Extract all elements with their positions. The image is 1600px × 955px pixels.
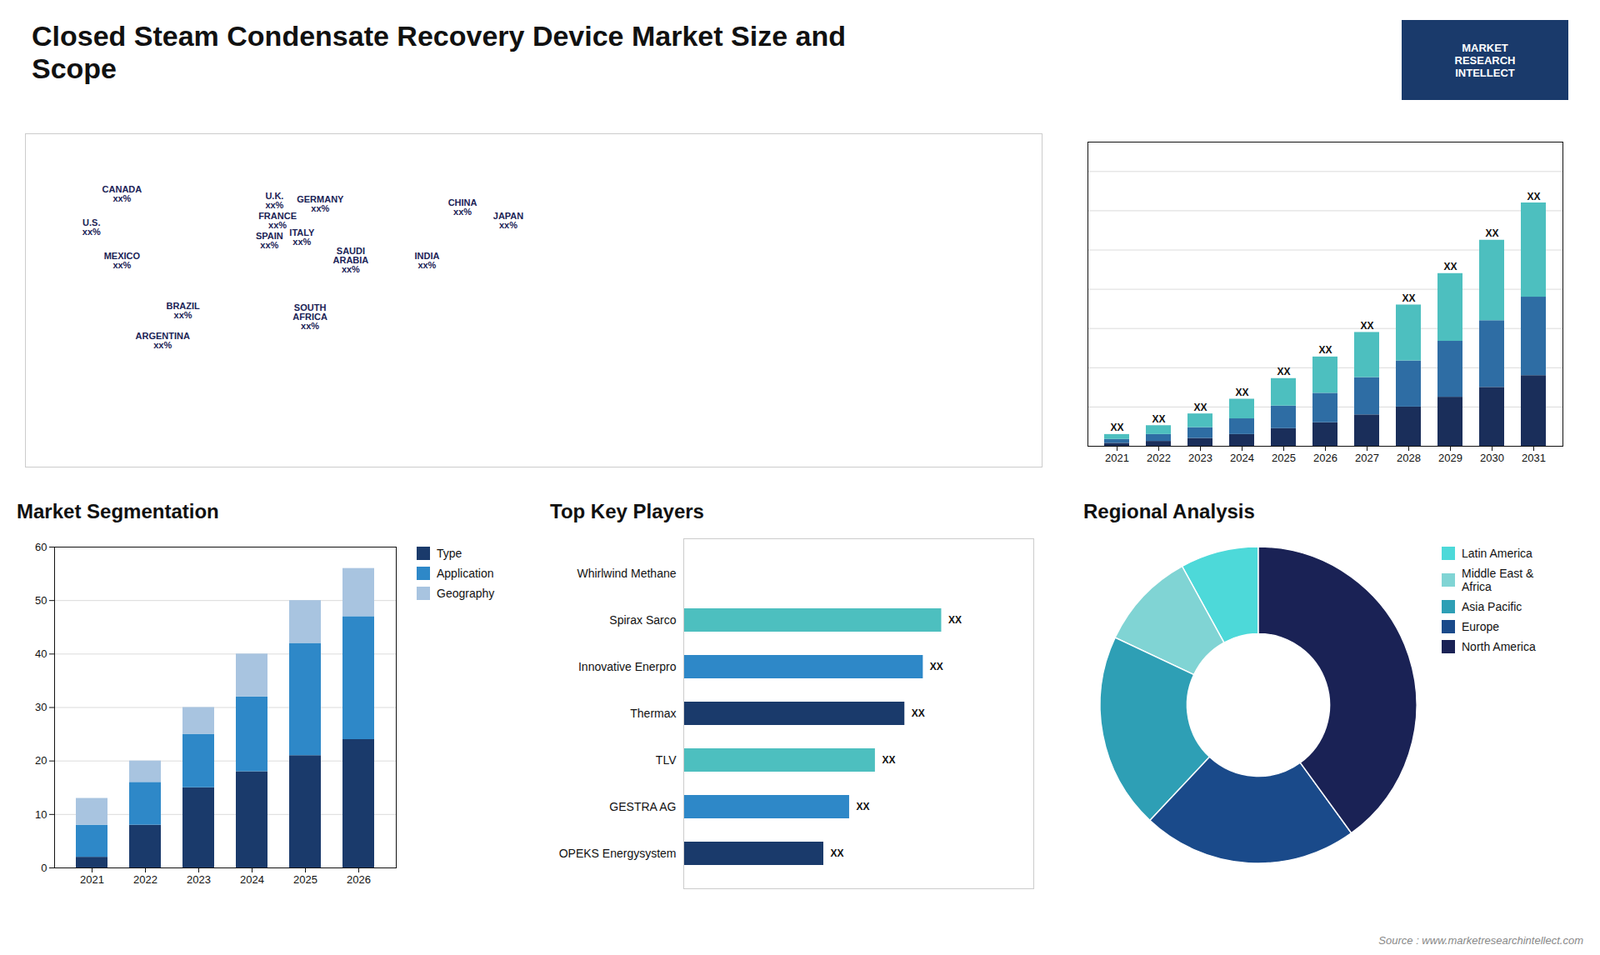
svg-text:Thermax: Thermax [630, 706, 676, 720]
html-text:FRANCE: FRANCE [258, 210, 297, 221]
svg-text:SOUTHAFRICAxx%: SOUTHAFRICAxx% [292, 302, 328, 331]
svg-text:XX: XX [1151, 413, 1165, 425]
svg-text:U.K.xx%: U.K.xx% [265, 190, 284, 210]
svg-text:XX: XX [830, 847, 845, 860]
svg-text:2023: 2023 [1188, 451, 1213, 465]
html-text:Closed Steam Condensate Recove: Closed Steam Condensate Recovery Device … [31, 20, 846, 85]
svg-text:XX: XX [855, 800, 870, 813]
html-text:xx%: xx% [268, 219, 287, 230]
svg-text:SAUDIARABIAxx%: SAUDIARABIAxx% [333, 245, 370, 275]
html-text:Market Segmentation: Market Segmentation [16, 500, 219, 523]
svg-text:INDIAxx%: INDIAxx% [414, 250, 440, 270]
svg-text:2022: 2022 [1146, 451, 1171, 465]
svg-text:GERMANYxx%: GERMANYxx% [296, 194, 345, 214]
svg-text:Whirlwind Methane: Whirlwind Methane [576, 566, 676, 580]
svg-text:0: 0 [40, 861, 47, 875]
svg-text:ARGENTINAxx%: ARGENTINAxx% [135, 330, 190, 350]
svg-text:2025: 2025 [1271, 451, 1296, 465]
svg-text:XX: XX [1401, 292, 1415, 305]
svg-text:JAPANxx%: JAPANxx% [493, 210, 525, 230]
svg-text:10: 10 [35, 807, 47, 820]
svg-text:TLV: TLV [655, 753, 677, 767]
svg-text:2022: 2022 [133, 873, 158, 886]
html-text:Geography: Geography [436, 586, 495, 600]
html-text:Top Key Players: Top Key Players [550, 500, 705, 523]
svg-text:30: 30 [35, 700, 47, 714]
svg-text:CANADAxx%: CANADAxx% [102, 184, 143, 204]
svg-text:XX: XX [930, 660, 944, 673]
svg-text:20: 20 [35, 754, 47, 767]
svg-text:2031: 2031 [1521, 451, 1546, 465]
html-text:MARKET RESEARCH INTELLECT: MARKET RESEARCH INTELLECT [1454, 41, 1516, 79]
svg-text:2025: 2025 [293, 873, 318, 886]
svg-text:BRAZILxx%: BRAZILxx% [165, 300, 200, 320]
svg-text:ITALYxx%: ITALYxx% [289, 227, 315, 247]
svg-text:XX: XX [1235, 386, 1249, 399]
svg-text:40: 40 [35, 647, 47, 660]
svg-text:2024: 2024 [240, 873, 265, 886]
svg-text:2023: 2023 [186, 873, 211, 886]
html-text:Source : www.marketresearchint: Source : www.marketresearchintellect.com [1378, 934, 1584, 947]
html-text:Middle East & Africa: Middle East & Africa [1461, 566, 1534, 594]
svg-text:U.S.xx%: U.S.xx% [82, 217, 101, 237]
svg-text:MEXICOxx%: MEXICOxx% [104, 250, 141, 270]
svg-text:2029: 2029 [1438, 451, 1463, 465]
svg-text:XX: XX [881, 754, 895, 766]
svg-text:XX: XX [1110, 421, 1124, 434]
html-text:Latin America: Latin America [1461, 546, 1533, 560]
html-text:Asia Pacific: Asia Pacific [1461, 600, 1522, 614]
svg-text:2026: 2026 [346, 873, 371, 886]
html-text:Type: Type [436, 546, 462, 560]
svg-text:50: 50 [35, 594, 47, 607]
svg-text:Innovative Enerpro: Innovative Enerpro [578, 660, 677, 674]
html-text:Regional Analysis: Regional Analysis [1083, 500, 1255, 523]
svg-text:CHINAxx%: CHINAxx% [448, 197, 478, 217]
svg-text:2030: 2030 [1480, 451, 1505, 465]
svg-text:2024: 2024 [1230, 451, 1255, 465]
html-text:North America: North America [1461, 640, 1536, 654]
svg-text:2027: 2027 [1355, 451, 1380, 465]
svg-text:GESTRA AG: GESTRA AG [609, 800, 676, 814]
svg-text:XX: XX [1360, 320, 1374, 332]
svg-text:XX: XX [1276, 365, 1290, 378]
html-text:Application: Application [436, 566, 494, 580]
svg-text:XX: XX [1318, 344, 1332, 356]
svg-text:XX: XX [948, 614, 962, 626]
svg-text:2021: 2021 [80, 873, 105, 886]
svg-text:60: 60 [35, 540, 47, 554]
svg-text:XX: XX [1443, 260, 1457, 273]
svg-text:OPEKS Energysystem: OPEKS Energysystem [559, 846, 677, 860]
svg-text:XX: XX [1193, 401, 1207, 414]
svg-text:2026: 2026 [1313, 451, 1338, 465]
svg-text:Spirax Sarco: Spirax Sarco [609, 613, 676, 627]
svg-text:2021: 2021 [1105, 451, 1130, 465]
svg-text:2028: 2028 [1396, 451, 1421, 465]
html-text:Europe: Europe [1461, 620, 1500, 634]
svg-text:XX: XX [1485, 227, 1499, 240]
svg-text:SPAINxx%: SPAINxx% [255, 230, 284, 250]
svg-text:XX: XX [1526, 190, 1540, 203]
svg-text:XX: XX [911, 707, 925, 720]
